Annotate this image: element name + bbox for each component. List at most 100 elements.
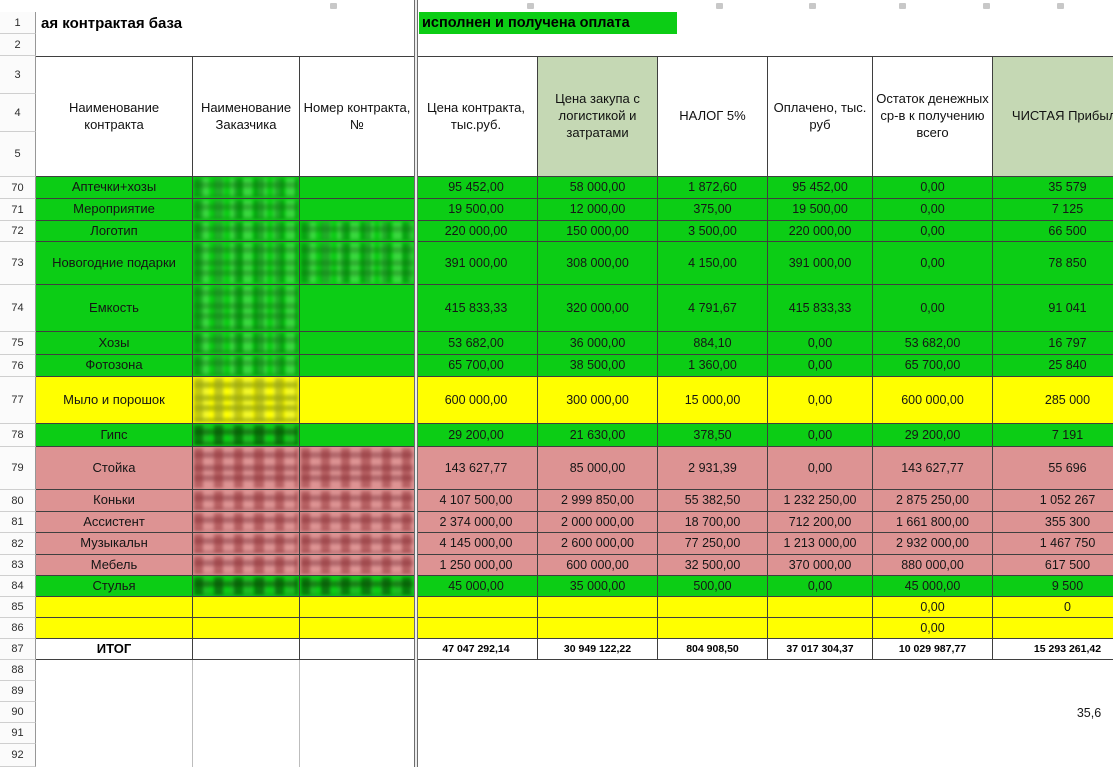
tax-cell[interactable]: 378,50 [658,424,768,447]
row-number[interactable]: 84 [0,576,36,597]
contract-name-cell[interactable]: Стулья [36,576,193,597]
tax-cell[interactable]: 1 360,00 [658,355,768,377]
profit-cell[interactable]: 55 696 [993,447,1113,490]
customer-cell-redacted[interactable] [193,377,300,424]
totals-price-cell[interactable]: 47 047 292,14 [415,639,538,660]
purchase-cell[interactable]: 36 000,00 [538,332,658,355]
purchase-cell[interactable]: 300 000,00 [538,377,658,424]
empty-cells-area[interactable]: 35,6 [36,702,1113,723]
balance-cell[interactable]: 0,00 [873,618,993,639]
contract-number-cell-redacted[interactable] [300,576,415,597]
contract-number-cell-redacted[interactable] [300,424,415,447]
customer-cell-redacted[interactable] [193,355,300,377]
contract-number-cell-redacted[interactable] [300,597,415,618]
row-number[interactable]: 73 [0,242,36,285]
contract-name-cell[interactable]: Стойка [36,447,193,490]
contract-number-cell-redacted[interactable] [300,177,415,199]
totals-customer-cell[interactable] [193,639,300,660]
paid-cell[interactable] [768,618,873,639]
paid-cell[interactable]: 0,00 [768,447,873,490]
paid-cell[interactable]: 0,00 [768,355,873,377]
contract-number-cell-redacted[interactable] [300,332,415,355]
price-cell[interactable]: 65 700,00 [415,355,538,377]
price-cell[interactable]: 600 000,00 [415,377,538,424]
tax-cell[interactable]: 375,00 [658,199,768,221]
price-cell[interactable]: 143 627,77 [415,447,538,490]
tax-cell[interactable] [658,618,768,639]
totals-profit-cell[interactable]: 15 293 261,42 [993,639,1113,660]
sheet-title-cell[interactable]: ая контрактая база [41,14,183,32]
row-number[interactable]: 86 [0,618,36,639]
purchase-cell[interactable]: 2 000 000,00 [538,512,658,533]
tax-cell[interactable]: 18 700,00 [658,512,768,533]
profit-cell[interactable]: 1 467 750 [993,533,1113,555]
tax-cell[interactable]: 15 000,00 [658,377,768,424]
customer-cell-redacted[interactable] [193,512,300,533]
row-number[interactable]: 83 [0,555,36,576]
totals-tax-cell[interactable]: 804 908,50 [658,639,768,660]
balance-cell[interactable]: 143 627,77 [873,447,993,490]
row-number[interactable]: 70 [0,177,36,199]
price-cell[interactable]: 2 374 000,00 [415,512,538,533]
profit-cell[interactable]: 66 500 [993,221,1113,242]
customer-cell-redacted[interactable] [193,424,300,447]
contract-number-cell-redacted[interactable] [300,447,415,490]
contract-name-cell[interactable]: Логотип [36,221,193,242]
row-number[interactable]: 3 [0,56,36,94]
balance-cell[interactable]: 2 932 000,00 [873,533,993,555]
contract-number-cell-redacted[interactable] [300,199,415,221]
tax-cell[interactable]: 884,10 [658,332,768,355]
profit-cell[interactable]: 285 000 [993,377,1113,424]
price-cell[interactable]: 53 682,00 [415,332,538,355]
customer-cell-redacted[interactable] [193,490,300,512]
paid-cell[interactable]: 0,00 [768,332,873,355]
balance-cell[interactable]: 0,00 [873,242,993,285]
purchase-cell[interactable]: 2 999 850,00 [538,490,658,512]
profit-cell[interactable] [993,618,1113,639]
paid-cell[interactable]: 391 000,00 [768,242,873,285]
contract-name-cell[interactable]: Коньки [36,490,193,512]
purchase-cell[interactable]: 35 000,00 [538,576,658,597]
totals-label-cell[interactable]: ИТОГ [36,639,193,660]
empty-cells-area[interactable] [36,723,1113,744]
col-header-contract-number[interactable]: Номер контракта, № [300,56,415,177]
paid-cell[interactable]: 1 232 250,00 [768,490,873,512]
customer-cell-redacted[interactable] [193,618,300,639]
purchase-cell[interactable]: 21 630,00 [538,424,658,447]
col-header-contract-name[interactable]: Наименование контракта [36,56,193,177]
purchase-cell[interactable]: 308 000,00 [538,242,658,285]
balance-cell[interactable]: 29 200,00 [873,424,993,447]
tax-cell[interactable]: 32 500,00 [658,555,768,576]
price-cell[interactable]: 29 200,00 [415,424,538,447]
customer-cell-redacted[interactable] [193,177,300,199]
tax-cell[interactable]: 1 872,60 [658,177,768,199]
row-number[interactable]: 82 [0,533,36,555]
profit-cell[interactable]: 355 300 [993,512,1113,533]
purchase-cell[interactable] [538,597,658,618]
customer-cell-redacted[interactable] [193,242,300,285]
contract-number-cell-redacted[interactable] [300,377,415,424]
paid-cell[interactable]: 95 452,00 [768,177,873,199]
col-header-customer[interactable]: Наименование Заказчика [193,56,300,177]
profit-cell[interactable]: 617 500 [993,555,1113,576]
price-cell[interactable]: 95 452,00 [415,177,538,199]
row-number[interactable]: 90 [0,702,36,723]
row-number[interactable]: 87 [0,639,36,660]
purchase-cell[interactable]: 85 000,00 [538,447,658,490]
row-number[interactable]: 78 [0,424,36,447]
profit-cell[interactable]: 25 840 [993,355,1113,377]
tax-cell[interactable]: 3 500,00 [658,221,768,242]
contract-name-cell[interactable]: Емкость [36,285,193,332]
col-header-purchase[interactable]: Цена закупа с логистикой и затратами [538,56,658,177]
row-number[interactable]: 4 [0,94,36,132]
contract-number-cell-redacted[interactable] [300,555,415,576]
row-number[interactable]: 74 [0,285,36,332]
purchase-cell[interactable] [538,618,658,639]
balance-cell[interactable]: 0,00 [873,199,993,221]
balance-cell[interactable]: 0,00 [873,221,993,242]
row-number[interactable]: 85 [0,597,36,618]
row-number[interactable]: 91 [0,723,36,744]
purchase-cell[interactable]: 150 000,00 [538,221,658,242]
totals-contract-number-cell[interactable] [300,639,415,660]
customer-cell-redacted[interactable] [193,199,300,221]
